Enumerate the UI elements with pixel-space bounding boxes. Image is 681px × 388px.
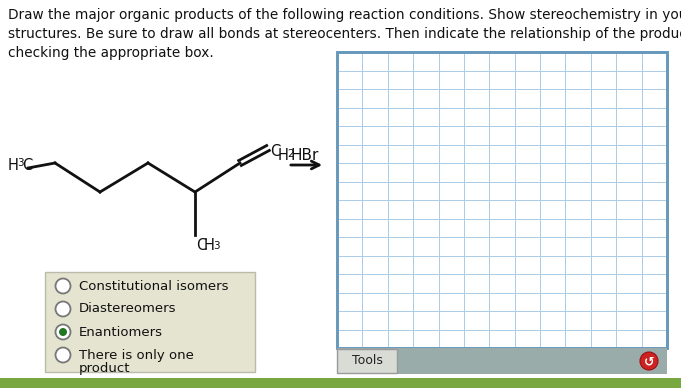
Text: C: C (22, 159, 32, 173)
Bar (45, 272, 255, 372)
Circle shape (55, 324, 71, 340)
Text: 3: 3 (213, 241, 220, 251)
Bar (337, 349, 397, 373)
Bar (0, 378, 681, 388)
Text: Constitutional isomers: Constitutional isomers (79, 279, 229, 293)
Text: C: C (196, 238, 206, 253)
Text: C: C (270, 144, 281, 159)
Text: product: product (79, 362, 131, 375)
Circle shape (640, 352, 658, 370)
Text: H: H (204, 238, 215, 253)
Text: H: H (8, 159, 19, 173)
Text: Tools: Tools (351, 355, 383, 367)
Text: H: H (278, 147, 289, 163)
Text: HBr: HBr (291, 148, 319, 163)
Circle shape (55, 301, 71, 317)
Circle shape (59, 328, 67, 336)
Text: There is only one: There is only one (79, 349, 194, 362)
Text: 2: 2 (287, 149, 294, 159)
Text: Enantiomers: Enantiomers (79, 326, 163, 338)
Circle shape (55, 348, 71, 362)
Text: Diastereomers: Diastereomers (79, 303, 176, 315)
Bar (337, 348, 667, 374)
Text: Draw the major organic products of the following reaction conditions. Show stere: Draw the major organic products of the f… (8, 8, 681, 60)
Bar (337, 52, 667, 348)
Circle shape (55, 279, 71, 293)
Bar (337, 52, 667, 348)
Text: 3: 3 (17, 158, 24, 168)
Text: ↺: ↺ (644, 355, 654, 369)
